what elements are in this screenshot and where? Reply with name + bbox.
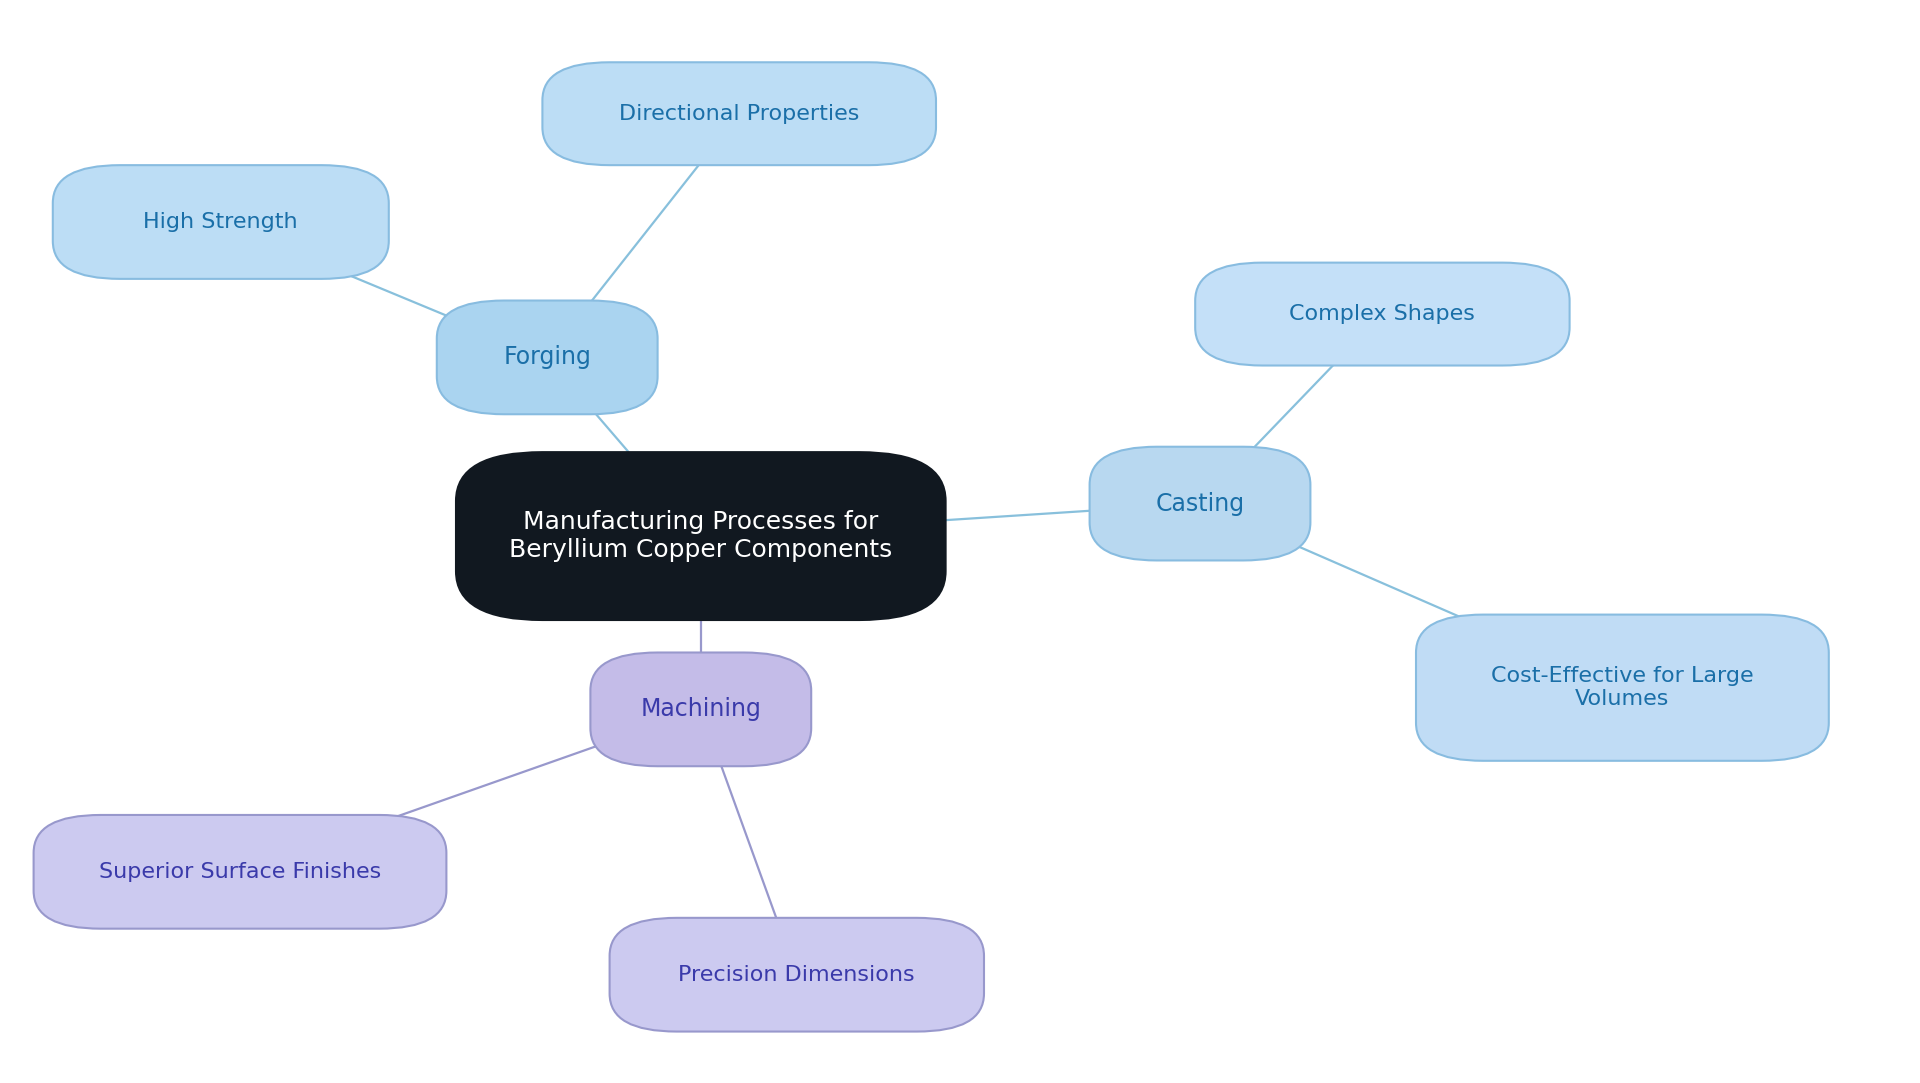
Text: Precision Dimensions: Precision Dimensions [678,965,916,984]
FancyBboxPatch shape [436,300,657,414]
Text: Superior Surface Finishes: Superior Surface Finishes [98,862,382,882]
FancyBboxPatch shape [54,165,388,278]
Text: Forging: Forging [503,345,591,369]
FancyBboxPatch shape [1415,615,1828,760]
FancyBboxPatch shape [1089,446,1309,561]
Text: Machining: Machining [641,697,760,721]
FancyBboxPatch shape [35,814,445,928]
FancyBboxPatch shape [591,652,810,767]
Text: Complex Shapes: Complex Shapes [1290,304,1475,324]
Text: Casting: Casting [1156,492,1244,516]
Text: Manufacturing Processes for
Beryllium Copper Components: Manufacturing Processes for Beryllium Co… [509,510,893,562]
Text: Cost-Effective for Large
Volumes: Cost-Effective for Large Volumes [1492,666,1753,709]
Text: Directional Properties: Directional Properties [618,104,860,123]
FancyBboxPatch shape [457,453,945,619]
FancyBboxPatch shape [611,918,983,1031]
Text: High Strength: High Strength [144,212,298,232]
FancyBboxPatch shape [543,63,937,165]
FancyBboxPatch shape [1194,263,1569,366]
